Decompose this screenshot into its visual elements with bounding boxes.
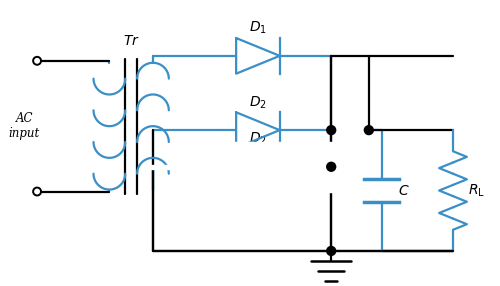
- Text: $R_{\mathrm{L}}$: $R_{\mathrm{L}}$: [468, 182, 485, 199]
- Text: $C$: $C$: [398, 184, 409, 198]
- Text: AC
input: AC input: [8, 112, 40, 140]
- Circle shape: [364, 126, 374, 135]
- Circle shape: [326, 247, 336, 255]
- Circle shape: [326, 126, 336, 135]
- Circle shape: [326, 162, 336, 171]
- Text: $D_2$: $D_2$: [249, 131, 267, 147]
- Text: $Tr$: $Tr$: [122, 34, 140, 48]
- Text: $D_1$: $D_1$: [249, 20, 267, 36]
- Text: $D_2$: $D_2$: [249, 94, 267, 111]
